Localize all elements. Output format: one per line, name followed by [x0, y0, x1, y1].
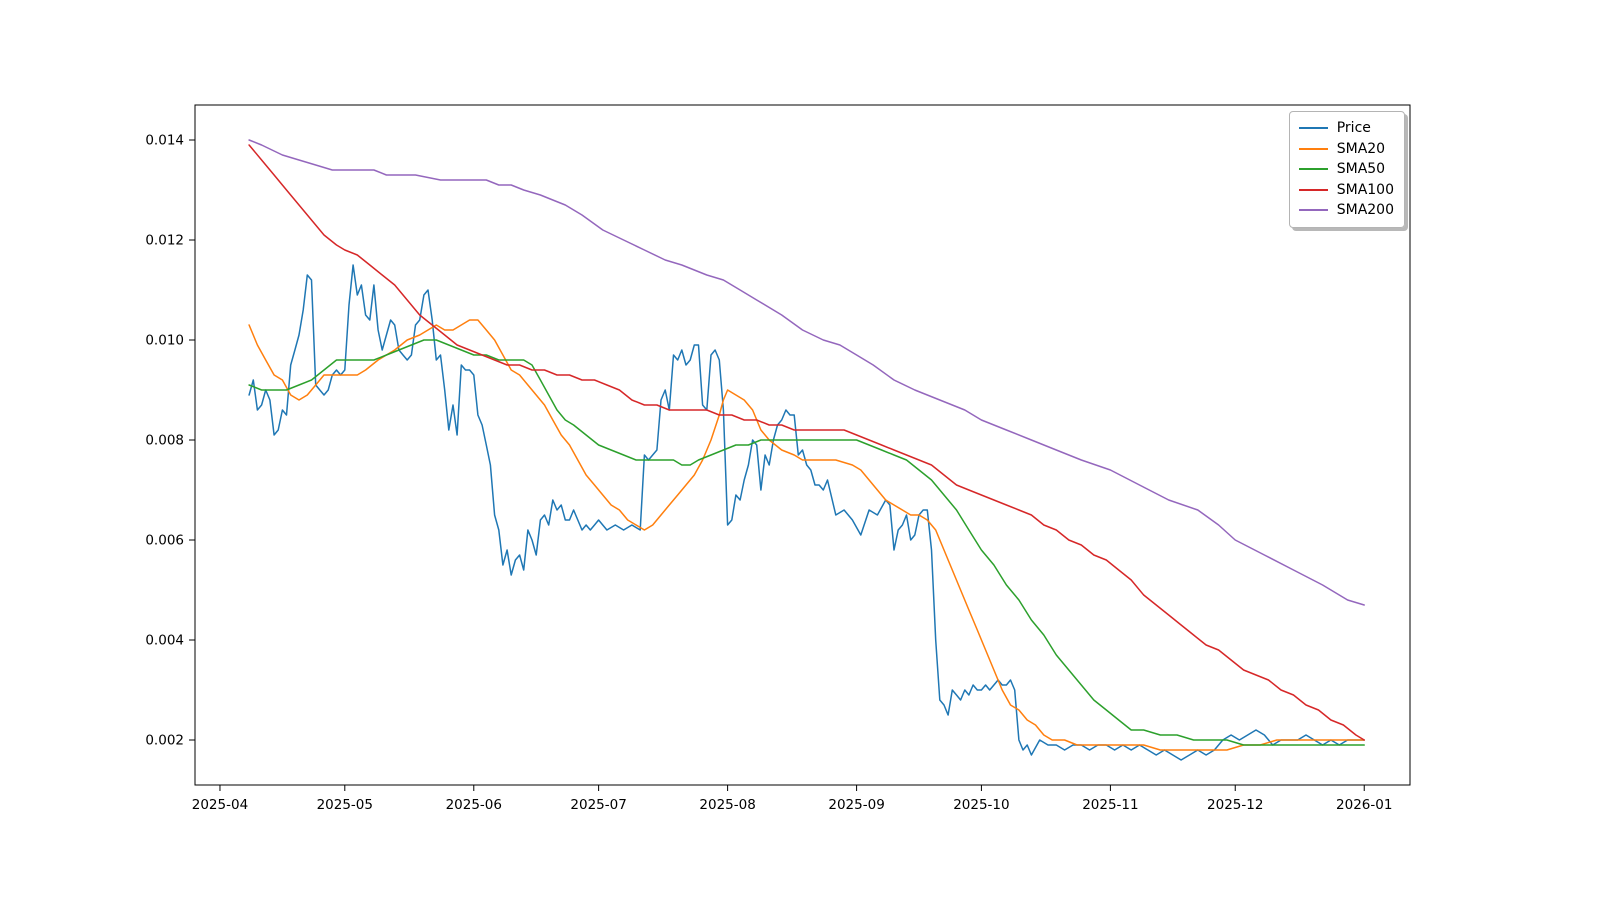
sma20-line-swatch — [1298, 147, 1328, 150]
legend-item-price: Price — [1298, 118, 1394, 139]
price-line — [248, 264, 1365, 761]
y-tick-label: 0.004 — [145, 633, 184, 649]
price-line-swatch — [1298, 127, 1328, 130]
y-tick-label: 0.014 — [145, 133, 184, 149]
x-tick-label: 2025-12 — [1207, 797, 1263, 813]
y-tick-label: 0.006 — [145, 533, 184, 549]
x-tick-label: 2025-06 — [446, 797, 502, 813]
sma50-line — [248, 339, 1365, 746]
legend-item-sma100: SMA100 — [1298, 180, 1394, 201]
legend-label-sma20: SMA20 — [1336, 140, 1386, 157]
x-tick-label: 2025-04 — [192, 797, 248, 813]
x-tick-label: 2025-09 — [828, 797, 884, 813]
legend-item-sma50: SMA50 — [1298, 159, 1394, 180]
sma200-line — [248, 139, 1365, 606]
x-tick-label: 2025-07 — [570, 797, 626, 813]
legend-label-sma50: SMA50 — [1336, 161, 1386, 178]
x-tick-label: 2026-01 — [1336, 797, 1392, 813]
x-tick-label: 2025-11 — [1082, 797, 1138, 813]
sma50-line-swatch — [1298, 168, 1328, 171]
sma200-line-swatch — [1298, 209, 1328, 212]
y-tick-label: 0.010 — [145, 333, 184, 349]
legend: Price SMA20 SMA50 SMA100 SMA200 — [1288, 111, 1405, 228]
legend-item-sma20: SMA20 — [1298, 139, 1394, 160]
x-tick-label: 2025-08 — [699, 797, 755, 813]
legend-item-sma200: SMA200 — [1298, 200, 1394, 221]
sma20-line — [248, 319, 1365, 751]
y-tick-label: 0.012 — [145, 233, 184, 249]
plot-border — [194, 104, 1411, 786]
y-tick-label: 0.002 — [145, 733, 184, 749]
sma100-line — [248, 144, 1365, 741]
x-tick-label: 2025-05 — [317, 797, 373, 813]
legend-label-price: Price — [1336, 120, 1371, 137]
legend-label-sma100: SMA100 — [1336, 181, 1394, 198]
legend-label-sma200: SMA200 — [1336, 202, 1394, 219]
y-tick-label: 0.008 — [145, 433, 184, 449]
x-tick-label: 2025-10 — [953, 797, 1009, 813]
sma100-line-swatch — [1298, 188, 1328, 191]
